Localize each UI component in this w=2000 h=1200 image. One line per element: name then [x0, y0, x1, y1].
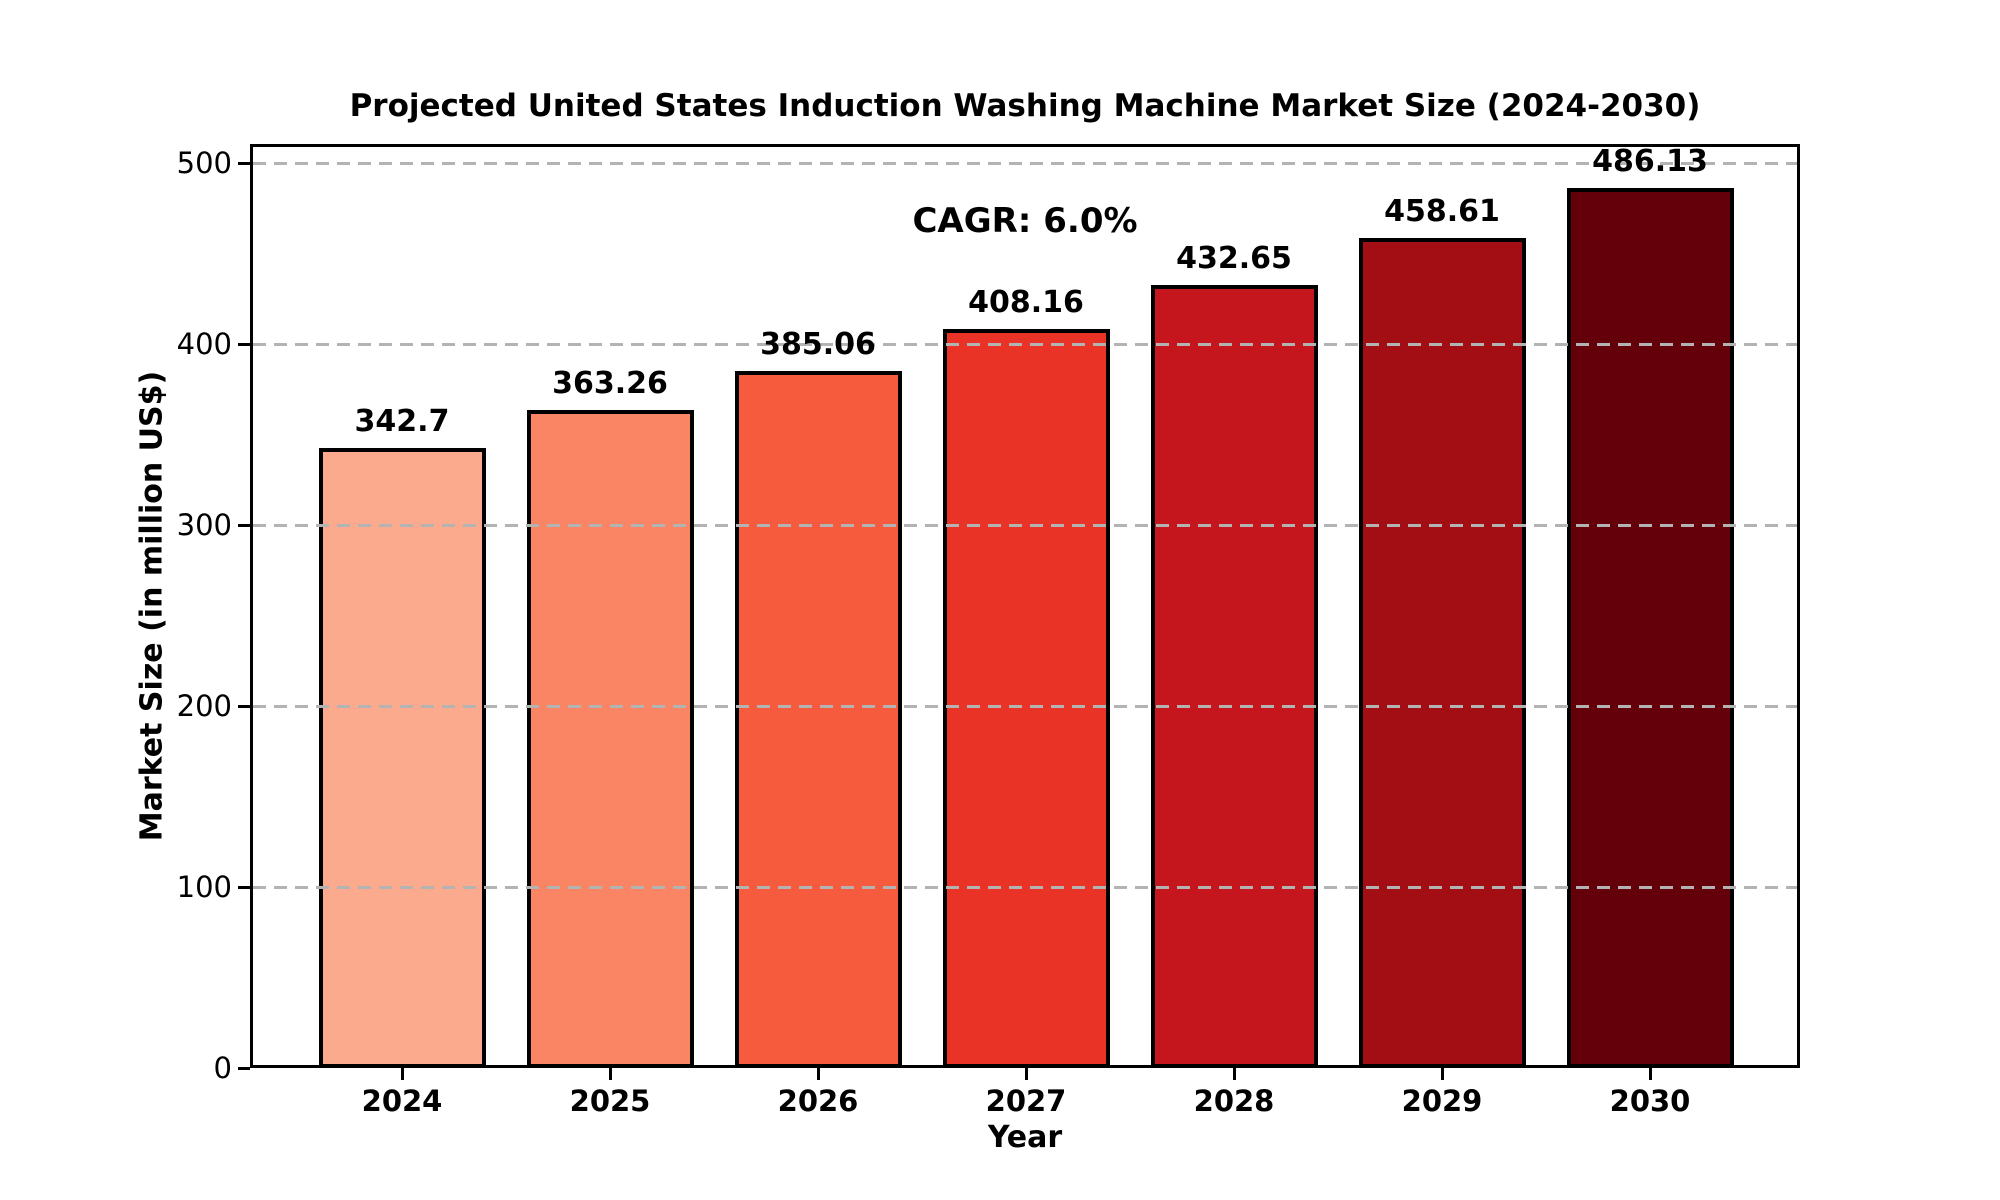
y-tick-label: 100 — [176, 869, 232, 904]
x-tick-mark — [1648, 1068, 1652, 1080]
bar-2030 — [1566, 188, 1734, 1068]
gridline-y500 — [253, 161, 1797, 165]
x-tick-label: 2024 — [361, 1084, 443, 1118]
x-tick-label: 2029 — [1401, 1084, 1483, 1118]
y-tick-label: 200 — [176, 688, 232, 723]
y-axis-label: Market Size (in million US$) — [134, 370, 170, 842]
y-tick-mark — [238, 704, 250, 708]
bar-value-label: 385.06 — [760, 327, 876, 363]
bar-2028 — [1150, 284, 1318, 1068]
x-tick-label: 2026 — [777, 1084, 859, 1118]
gridline-y100 — [253, 885, 1797, 889]
y-tick-label: 300 — [176, 507, 232, 542]
gridline-y300 — [253, 523, 1797, 527]
x-tick-mark — [1440, 1068, 1444, 1080]
y-tick-label: 500 — [176, 145, 232, 180]
bar-value-label: 458.61 — [1384, 193, 1500, 229]
x-tick-mark — [1024, 1068, 1028, 1080]
bar-value-label: 486.13 — [1592, 144, 1708, 180]
x-tick-mark — [608, 1068, 612, 1080]
cagr-annotation: CAGR: 6.0% — [912, 201, 1138, 241]
bar-2026 — [734, 371, 902, 1068]
x-tick-mark — [816, 1068, 820, 1080]
bar-value-label: 408.16 — [968, 285, 1084, 321]
chart-title: Projected United States Induction Washin… — [349, 88, 1701, 124]
gridline-y400 — [253, 342, 1797, 346]
x-axis-label: Year — [987, 1120, 1063, 1155]
bar-value-label: 363.26 — [552, 366, 668, 402]
x-tick-mark — [1232, 1068, 1236, 1080]
bar-value-label: 432.65 — [1176, 240, 1292, 276]
y-tick-mark — [238, 342, 250, 346]
y-tick-label: 0 — [213, 1050, 232, 1085]
x-tick-label: 2030 — [1609, 1084, 1691, 1118]
bar-2029 — [1358, 237, 1526, 1068]
bar-value-label: 342.7 — [354, 403, 450, 439]
y-tick-mark — [238, 885, 250, 889]
y-tick-label: 400 — [176, 326, 232, 361]
x-tick-label: 2028 — [1193, 1084, 1275, 1118]
bar-2024 — [318, 447, 486, 1068]
y-tick-mark — [238, 161, 250, 165]
y-tick-mark — [238, 1066, 250, 1070]
x-tick-label: 2025 — [569, 1084, 651, 1118]
x-tick-label: 2027 — [985, 1084, 1067, 1118]
bar-2025 — [526, 410, 694, 1068]
x-tick-mark — [400, 1068, 404, 1080]
y-tick-mark — [238, 523, 250, 527]
gridline-y200 — [253, 704, 1797, 708]
bar-2027 — [942, 329, 1110, 1068]
